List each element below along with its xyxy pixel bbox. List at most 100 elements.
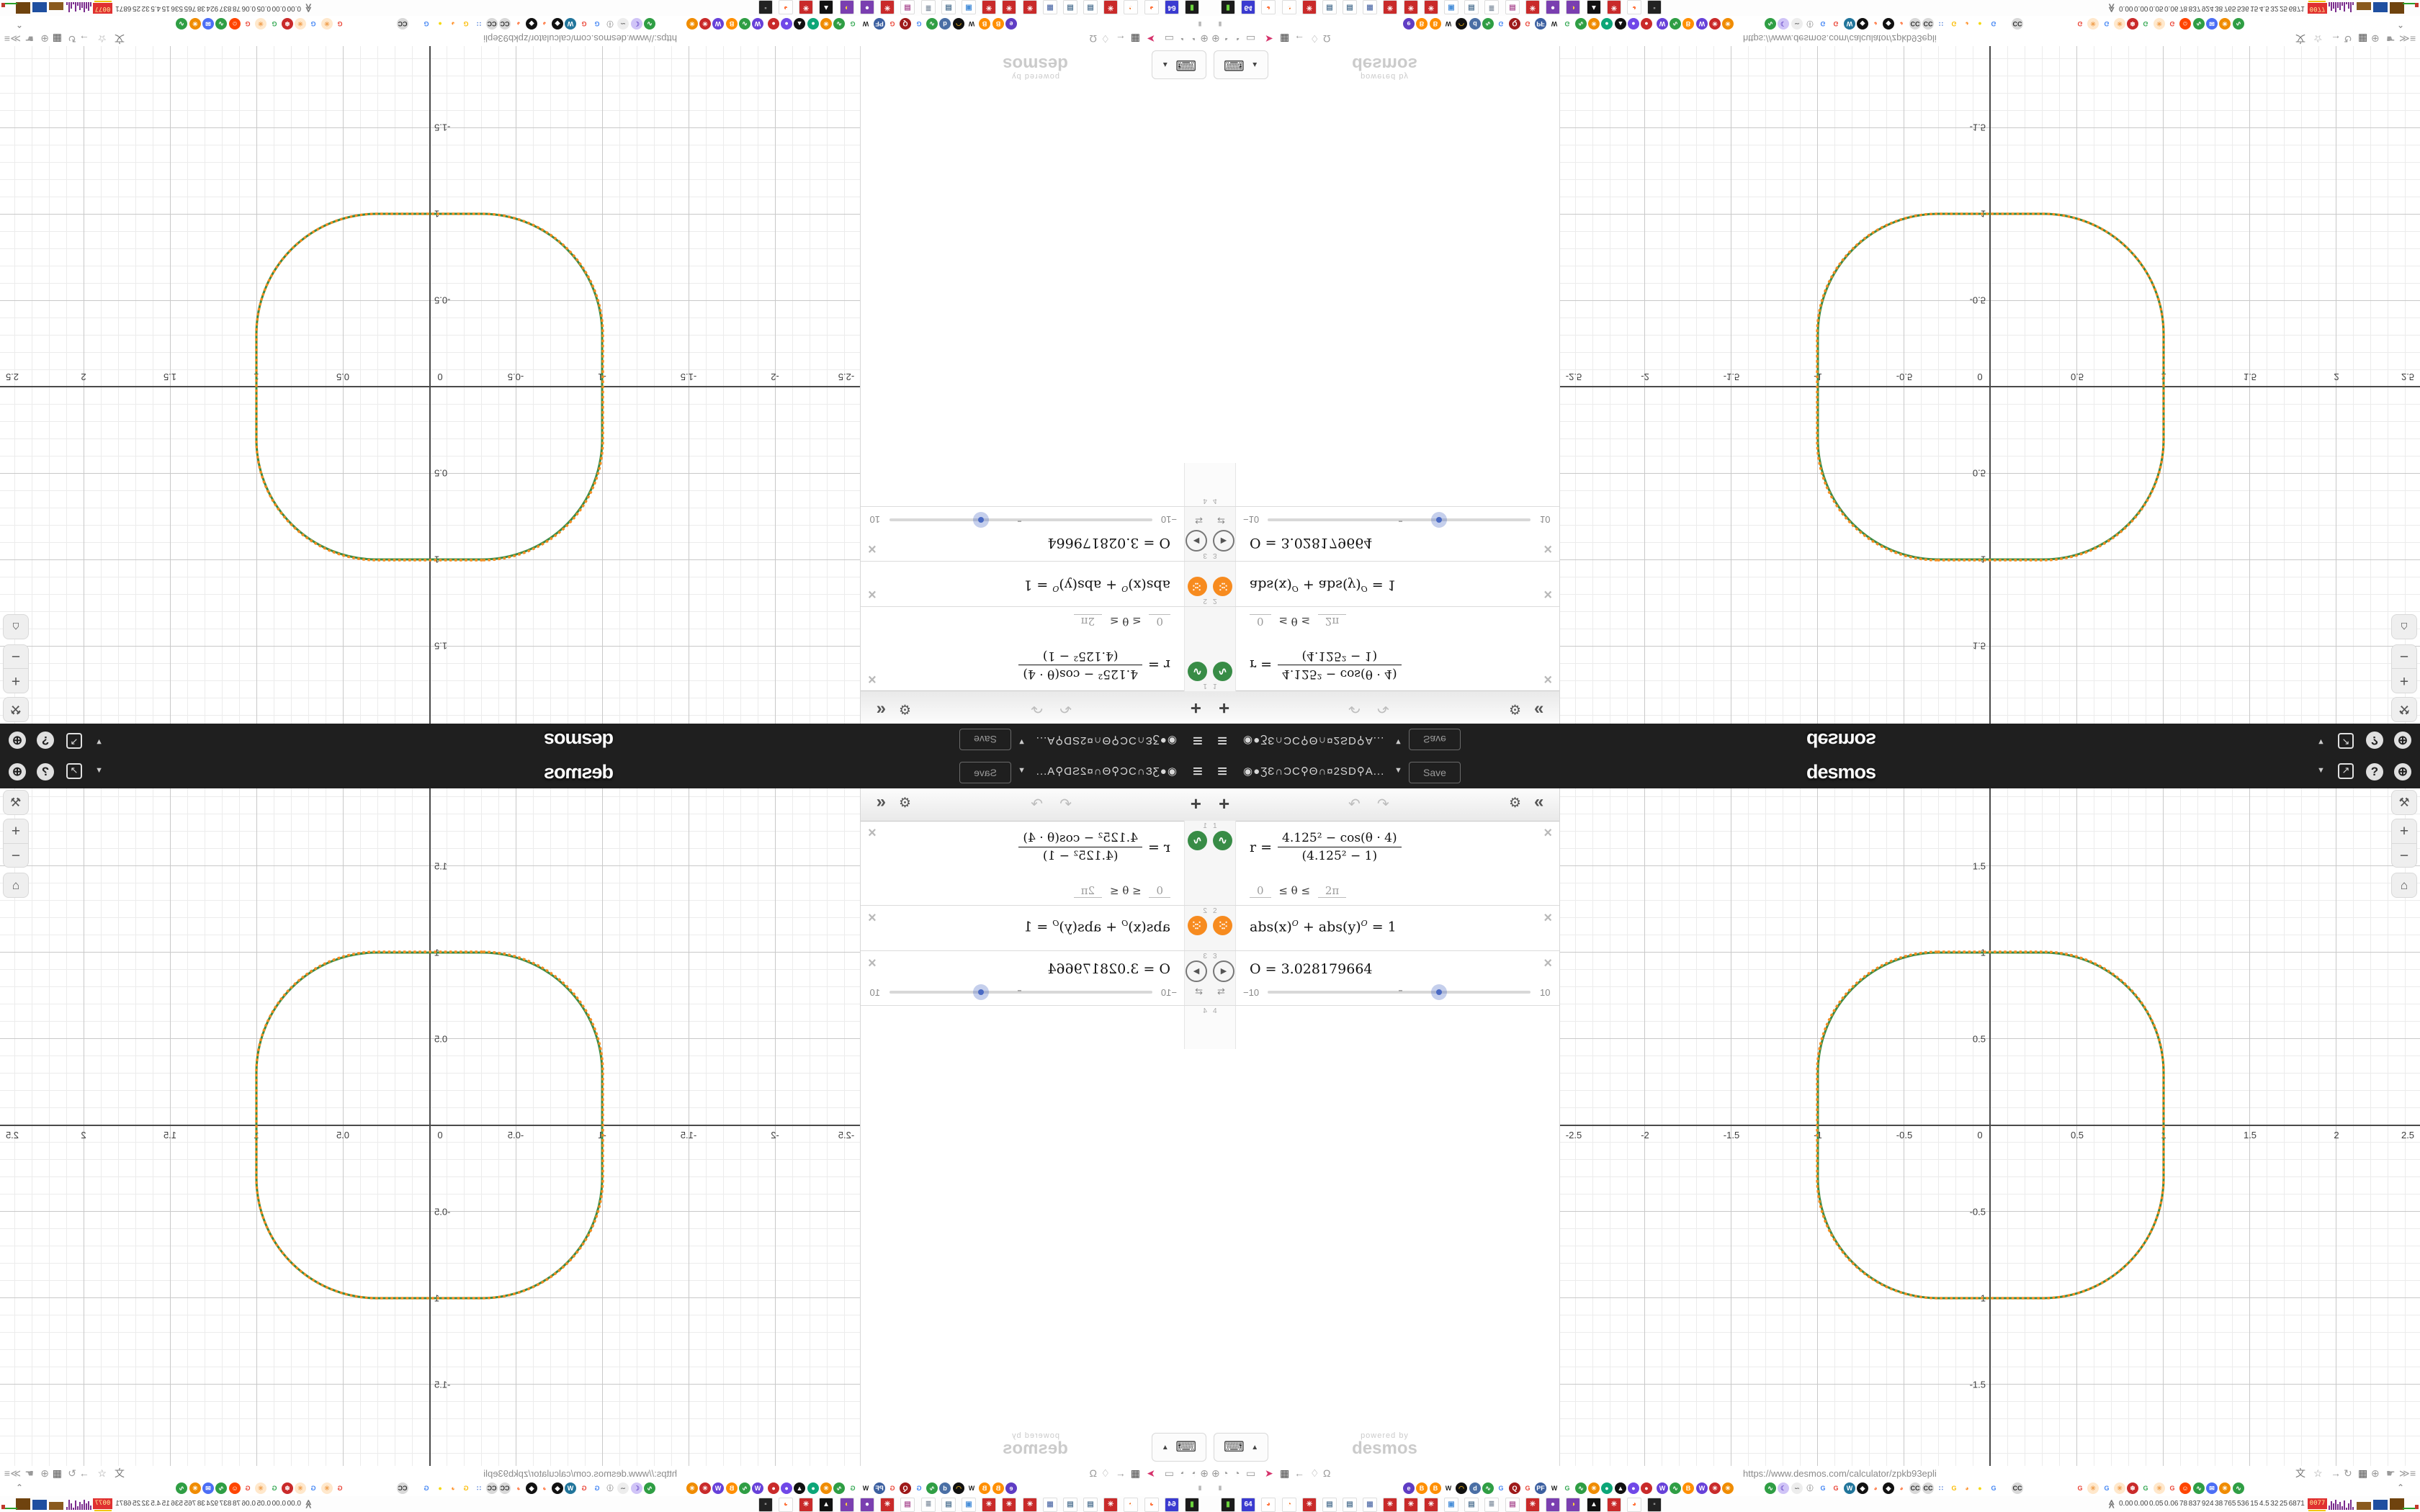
slider-variable-equation[interactable]: O = 3.028179664 [1047, 961, 1171, 977]
header-caret-icon[interactable]: ▼ [2317, 766, 2325, 775]
bookmark-favicon[interactable]: Q [1509, 1482, 1520, 1494]
graph-title[interactable]: ◉●ƷƐ∩ƆC⚲Θ∩¤2SD⚲A... [1035, 734, 1177, 747]
language-globe-icon[interactable]: ⊕ [2394, 763, 2411, 780]
slider-handle[interactable] [1436, 517, 1442, 523]
bookmark-favicon[interactable]: G [308, 1482, 319, 1494]
equation-r-polar[interactable]: r = 4.125² − cos(θ · 4) (4.125² − 1) [1018, 649, 1170, 681]
bookmark-favicon[interactable]: G [2074, 1482, 2086, 1494]
bookmark-favicon[interactable]: e [1005, 1482, 1017, 1494]
keypad-toggle-button[interactable]: ⌨ ▲ [1214, 50, 1268, 79]
bookmark-favicon[interactable]: ▲ [1615, 18, 1626, 30]
bookmark-favicon[interactable]: ✳ [189, 1482, 201, 1494]
bookmark-favicon[interactable]: ◕ [513, 1482, 524, 1494]
expression-gutter[interactable]: 3 ▶ ⇄ [1210, 951, 1236, 1005]
taskbar-app-icon[interactable]: ▤ [1083, 0, 1098, 14]
collapse-panel-button[interactable]: « [1534, 701, 1544, 720]
help-icon[interactable]: ? [37, 732, 54, 749]
slider-min-label[interactable]: −10 [1160, 987, 1177, 998]
bookmark-favicon[interactable]: G [2074, 18, 2086, 30]
bookmark-favicon[interactable]: ⓘ [604, 1482, 616, 1494]
add-expression-button[interactable]: + [1219, 698, 1230, 719]
bookmark-favicon[interactable]: ◠ [1456, 1482, 1467, 1494]
bookmark-favicon[interactable]: ✳ [1709, 1482, 1721, 1494]
bookmark-favicon[interactable]: ‖ [1214, 18, 1226, 30]
bookmark-favicon[interactable]: ✳ [2114, 18, 2125, 30]
slider-variable-equation[interactable]: O = 3.028179664 [1250, 535, 1373, 551]
bookmark-favicon[interactable]: G [913, 1482, 925, 1494]
list-settings-gear-icon[interactable]: ⚙ [1509, 701, 1522, 716]
keypad-toggle-button[interactable]: ⌨ ▲ [1152, 1433, 1206, 1462]
bookmark-favicon[interactable]: W [752, 1482, 763, 1494]
taskbar-app-icon[interactable]: ◑ [1566, 0, 1580, 14]
bookmark-favicon[interactable]: ❄ [2127, 1482, 2138, 1494]
domain-max-field[interactable]: 2π [1317, 614, 1347, 628]
bookmark-favicon[interactable]: W [1549, 18, 1560, 30]
bookmark-favicon[interactable]: ∿ [2193, 18, 2205, 30]
taskbar-app-icon[interactable]: ✳ [1002, 1498, 1016, 1512]
bookmark-favicon[interactable]: ∷ [473, 1482, 485, 1494]
taskbar-app-icon[interactable]: ▪ [1647, 0, 1662, 14]
bookmark-favicon[interactable]: ● [1641, 18, 1652, 30]
taskbar-app-icon[interactable]: ▤ [1505, 0, 1520, 14]
graph-settings-wrench-button[interactable]: ⚒ [3, 697, 29, 722]
zoom-out-button[interactable]: − [11, 847, 21, 864]
bookmark-favicon[interactable]: B [979, 18, 990, 30]
bookmark-favicon[interactable]: ✳ [321, 18, 333, 30]
bookmark-favicon[interactable]: ∽ [617, 18, 629, 30]
bookmark-favicon[interactable]: CC [499, 18, 511, 30]
taskbar-app-icon[interactable]: 64 [1165, 1498, 1179, 1512]
bookmark-favicon[interactable]: ⓘ [604, 18, 616, 30]
bookmark-favicon[interactable]: B [992, 1482, 1004, 1494]
bookmark-favicon[interactable]: ◕ [539, 18, 550, 30]
browser-action-icon[interactable]: ◔ [1191, 1467, 1198, 1479]
taskbar-app-icon[interactable]: ▲ [819, 0, 833, 14]
bookmarks-overflow-icon[interactable]: ⌃ [15, 1482, 23, 1493]
taskbar-app-icon[interactable]: ◑ [1566, 1498, 1580, 1512]
bookmark-favicon[interactable]: e [1403, 18, 1415, 30]
bookmark-favicon[interactable]: ✳ [1588, 1482, 1600, 1494]
collapse-panel-button[interactable]: « [876, 701, 886, 720]
taskbar-app-icon[interactable]: ▤ [941, 1498, 956, 1512]
bookmark-favicon[interactable]: G [242, 18, 254, 30]
dotted-curve-color-icon[interactable]: ⢕⡪ [1213, 577, 1232, 596]
taskbar-app-icon[interactable]: ✳ [880, 0, 895, 14]
browser-action-icon[interactable]: ➤ [1265, 1467, 1273, 1479]
taskbar-app-icon[interactable]: 64 [1165, 0, 1179, 14]
title-caret-icon[interactable]: ▼ [1394, 737, 1402, 746]
taskbar-app-icon[interactable]: ▮ [1221, 1498, 1235, 1512]
list-settings-gear-icon[interactable]: ⚙ [898, 796, 911, 811]
hamburger-menu-icon[interactable]: ≡ [1192, 762, 1203, 781]
delete-expression-button[interactable]: × [868, 541, 877, 557]
expression-row-4-empty[interactable]: 4 [1210, 1006, 1559, 1049]
keypad-toggle-button[interactable]: ⌨ ▲ [1152, 50, 1206, 79]
bookmark-favicon[interactable]: ⓘ [1804, 18, 1816, 30]
bookmark-favicon[interactable]: ◆ [1883, 18, 1894, 30]
slider-loop-mode-icon[interactable]: ⇄ [1217, 986, 1225, 996]
browser-action-icon[interactable]: ◔ [1180, 1467, 1186, 1479]
browser-action-icon[interactable]: ⊕ [40, 33, 49, 45]
taskbar-app-icon[interactable]: ◔ [1282, 0, 1296, 14]
slider-track[interactable] [1268, 512, 1531, 528]
bookmark-favicon[interactable]: G [847, 18, 859, 30]
taskbar-app-icon[interactable]: ● [860, 0, 874, 14]
bookmark-favicon[interactable]: ◆ [552, 1482, 563, 1494]
save-button[interactable]: Save [959, 762, 1011, 783]
slider-handle[interactable] [1436, 989, 1442, 995]
bookmark-favicon[interactable]: ◠ [953, 1482, 964, 1494]
bookmark-favicon[interactable]: ● [1641, 1482, 1652, 1494]
help-icon[interactable]: ? [2366, 763, 2383, 780]
share-icon[interactable]: ↗ [2338, 763, 2354, 779]
home-view-button[interactable]: ⌂ [2391, 614, 2417, 639]
polar-curve-color-icon[interactable]: ∿ [1188, 831, 1207, 850]
taskbar-app-icon[interactable]: ▮ [1185, 0, 1199, 14]
taskbar-app-icon[interactable]: ✳ [1302, 0, 1317, 14]
expression-row-1[interactable]: 1 ∿ r = 4.125² − cos(θ · 4) (4.125² − 1) … [1210, 821, 1559, 906]
bookmark-favicon[interactable]: ◆ [552, 18, 563, 30]
delete-expression-button[interactable]: × [1543, 586, 1552, 602]
dotted-curve-color-icon[interactable]: ⢕⡪ [1213, 916, 1232, 935]
taskbar-app-icon[interactable]: ◑ [840, 1498, 854, 1512]
superellipse-curve-orange-dotted[interactable] [255, 212, 604, 562]
expression-row-3[interactable]: 3 ▶ ⇄ O = 3.028179664 −10 10 × [861, 951, 1210, 1006]
bookmark-favicon[interactable]: ◕ [1870, 18, 1881, 30]
taskbar-app-icon[interactable]: ◕ [1144, 0, 1159, 14]
